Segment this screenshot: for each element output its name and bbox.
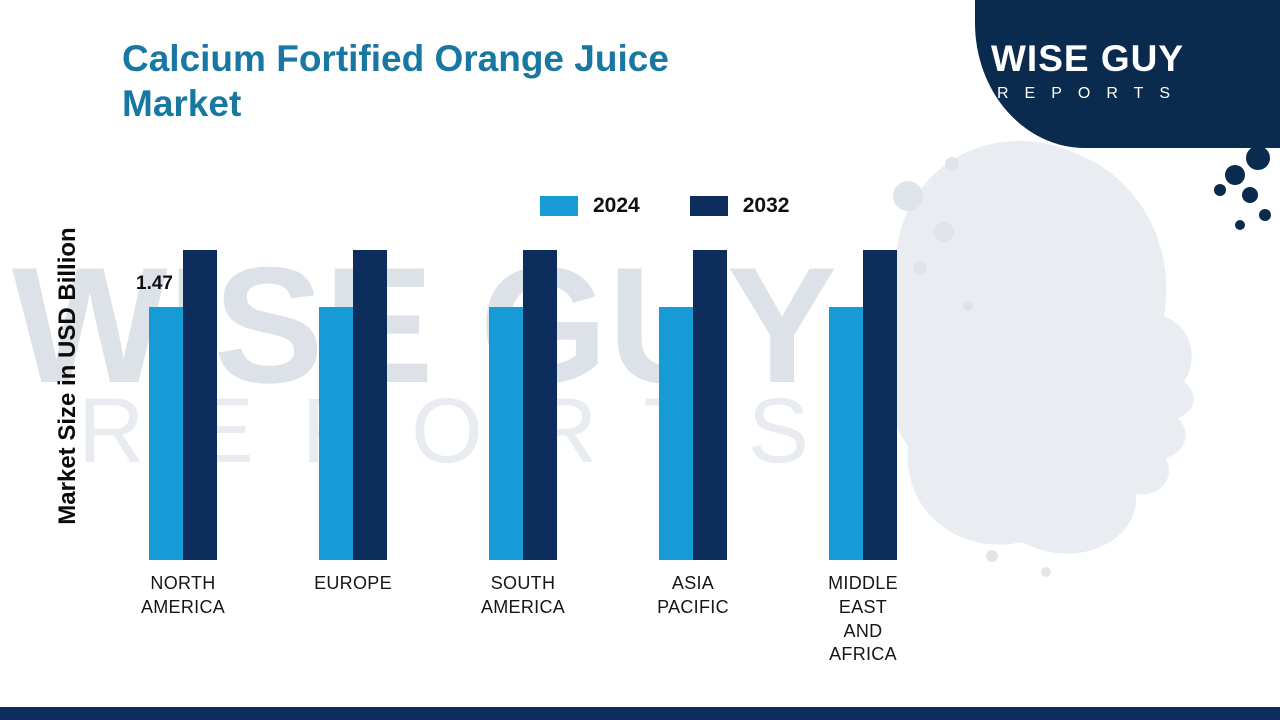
logo-bubble	[1242, 187, 1258, 203]
y-axis-label: Market Size in USD Billion	[54, 227, 81, 525]
logo: WISE GUY REPORTS	[950, 0, 1280, 260]
logo-bubble	[1225, 165, 1245, 185]
bar-2032	[863, 250, 897, 560]
bar-2024	[659, 307, 693, 560]
legend-label-2024: 2024	[593, 194, 640, 217]
bar-2024	[489, 307, 523, 560]
logo-wordmark: WISE GUY	[991, 38, 1185, 79]
bar-2032	[183, 250, 217, 560]
logo-text: WISE GUY REPORTS	[991, 38, 1186, 103]
logo-subtitle: REPORTS	[997, 85, 1187, 102]
bar-group-europe: EUROPE	[278, 250, 428, 593]
bar-group-north-america: 1.47 NORTH AMERICA	[108, 250, 258, 617]
bar-2024	[149, 307, 183, 560]
page-title: Calcium Fortified Orange Juice Market	[122, 38, 669, 125]
legend: 2024 2032	[540, 194, 789, 218]
legend-item-2024: 2024	[540, 194, 640, 218]
watermark-dot	[893, 181, 923, 211]
watermark-dot	[1041, 567, 1051, 577]
logo-background: WISE GUY REPORTS	[975, 0, 1280, 148]
bar-value-label: 1.47	[136, 273, 173, 294]
category-label: MIDDLE EAST AND AFRICA	[828, 573, 898, 665]
bar-group-middle-east-and-africa: MIDDLE EAST AND AFRICA	[788, 250, 938, 664]
legend-swatch-2024	[540, 196, 578, 216]
logo-bubble	[1246, 146, 1270, 170]
bar-2024	[829, 307, 863, 560]
watermark-dot	[986, 550, 998, 562]
bar-group-asia-pacific: ASIA PACIFIC	[618, 250, 768, 617]
watermark-dot	[963, 301, 973, 311]
footer-bar	[0, 707, 1280, 720]
category-label: NORTH AMERICA	[140, 573, 226, 617]
category-label: SOUTH AMERICA	[480, 573, 566, 617]
logo-bubble	[1235, 220, 1245, 230]
watermark-dot	[934, 222, 954, 242]
logo-bubble	[1259, 209, 1271, 221]
legend-item-2032: 2032	[689, 194, 790, 218]
bar-2032	[523, 250, 557, 560]
plot-area: 1.47 NORTH AMERICA EUROPE SOUTH AMERICA ASIA…	[108, 250, 938, 664]
logo-bubble	[1214, 184, 1226, 196]
bar-2032	[353, 250, 387, 560]
bar-group-south-america: SOUTH AMERICA	[448, 250, 598, 617]
category-label: EUROPE	[314, 573, 392, 593]
legend-swatch-2032	[689, 196, 728, 216]
legend-label-2032: 2032	[742, 194, 790, 217]
watermark-dot	[913, 261, 927, 275]
watermark-dot	[945, 157, 959, 171]
head-silhouette-icon	[877, 140, 1194, 554]
bar-2024	[319, 307, 353, 560]
bar-2032	[693, 250, 727, 560]
category-label: ASIA PACIFIC	[657, 573, 729, 617]
